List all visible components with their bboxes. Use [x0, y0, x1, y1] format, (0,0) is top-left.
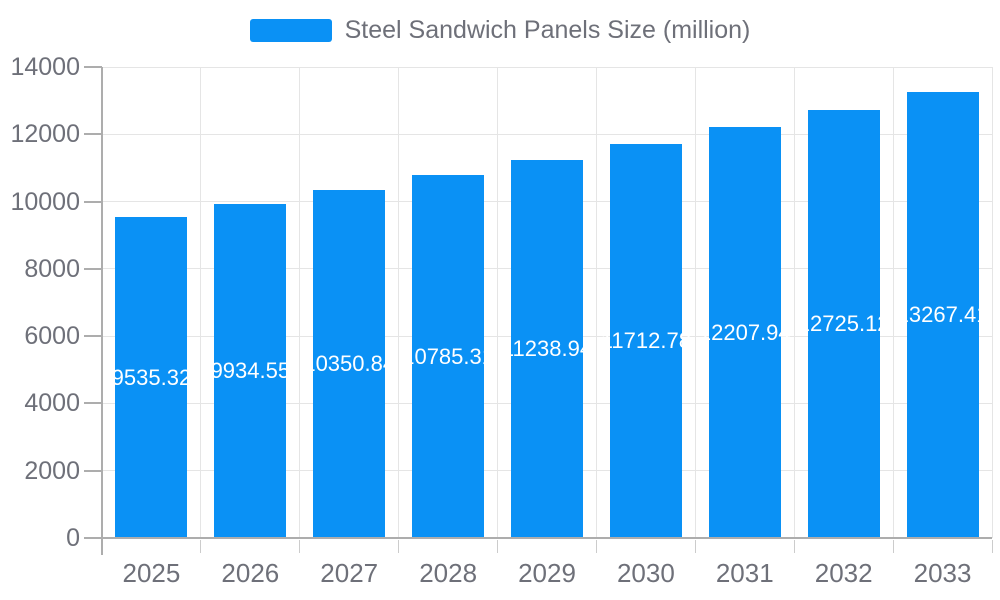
bar[interactable] [214, 203, 287, 538]
y-axis-tick [84, 335, 102, 338]
bar[interactable] [511, 159, 583, 538]
bar-value-label: 9934.55 [210, 357, 291, 383]
y-axis-tick [84, 133, 102, 136]
x-axis-label: 2025 [122, 558, 181, 588]
x-axis-tick [694, 540, 696, 553]
x-axis-label: 2030 [616, 558, 675, 588]
y-axis-label: 14000 [10, 53, 80, 81]
gridline-horizontal [102, 66, 992, 68]
bar[interactable] [906, 91, 979, 538]
gridline-vertical [793, 67, 795, 538]
y-axis-line [101, 67, 103, 555]
bar[interactable] [313, 189, 386, 538]
bar-value-label: 10785.31 [402, 343, 494, 369]
bar-value-label: 12207.94 [698, 319, 791, 345]
x-axis-tick [892, 540, 894, 553]
gridline-vertical [497, 67, 499, 538]
bar-value-label: 12725.12 [797, 310, 890, 336]
gridline-vertical [991, 67, 993, 538]
x-axis-label: 2032 [814, 558, 873, 588]
x-axis-tick [497, 540, 499, 553]
y-axis-tick [84, 66, 102, 68]
bar-value-label: 11712.78 [600, 327, 691, 353]
x-axis-tick [595, 540, 597, 553]
bar-value-label: 10350.84 [303, 350, 396, 376]
x-axis-tick [398, 540, 400, 553]
x-axis-line [88, 537, 992, 539]
bar[interactable] [412, 175, 485, 538]
y-axis-label: 12000 [10, 120, 80, 149]
x-axis-tick [200, 540, 202, 553]
gridline-horizontal [102, 133, 992, 135]
x-axis-label: 2031 [715, 558, 774, 588]
x-axis-label: 2027 [320, 558, 379, 588]
bar[interactable] [115, 217, 188, 538]
bar[interactable] [807, 109, 880, 538]
y-axis-label: 8000 [24, 254, 80, 283]
bar[interactable] [609, 143, 682, 538]
y-axis-tick [84, 402, 102, 405]
bar-value-label: 11238.94 [501, 335, 593, 361]
bar[interactable] [708, 127, 781, 538]
x-axis-label: 2026 [221, 558, 280, 588]
y-axis-label: 4000 [24, 389, 80, 418]
x-axis-label: 2028 [419, 558, 478, 588]
gridline-vertical [892, 67, 894, 538]
gridline-vertical [595, 67, 597, 538]
legend-label: Steel Sandwich Panels Size (million) [344, 16, 751, 44]
bar-value-label: 9535.32 [111, 364, 192, 390]
bar-value-label: 13267.41 [896, 301, 989, 327]
legend-swatch [249, 19, 332, 42]
x-axis-tick [991, 540, 993, 553]
x-axis-tick [299, 540, 301, 553]
x-axis-label: 2033 [913, 558, 972, 588]
gridline-vertical [299, 67, 301, 538]
y-axis-tick [84, 200, 102, 203]
y-axis-label: 6000 [24, 322, 80, 351]
y-axis-label: 2000 [24, 456, 80, 485]
x-axis-label: 2029 [518, 558, 576, 588]
y-axis-tick [84, 267, 102, 270]
gridline-vertical [200, 67, 202, 538]
y-axis-tick [84, 469, 102, 472]
x-axis-tick [793, 540, 795, 553]
y-axis-label: 0 [66, 524, 80, 552]
gridline-vertical [398, 67, 400, 538]
gridline-vertical [694, 67, 696, 538]
legend[interactable]: Steel Sandwich Panels Size (million) [0, 18, 1000, 43]
y-axis-label: 10000 [10, 187, 80, 216]
